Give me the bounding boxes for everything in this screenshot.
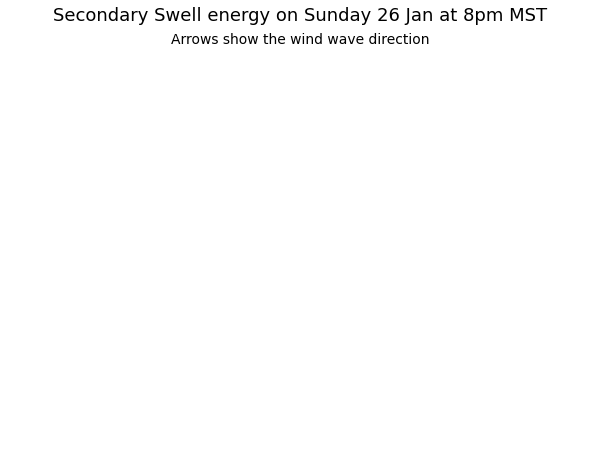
- Text: Secondary Swell energy on Sunday 26 Jan at 8pm MST: Secondary Swell energy on Sunday 26 Jan …: [53, 7, 548, 25]
- Text: Arrows show the wind wave direction: Arrows show the wind wave direction: [171, 33, 430, 47]
- Text: cartopy not available: cartopy not available: [197, 247, 404, 266]
